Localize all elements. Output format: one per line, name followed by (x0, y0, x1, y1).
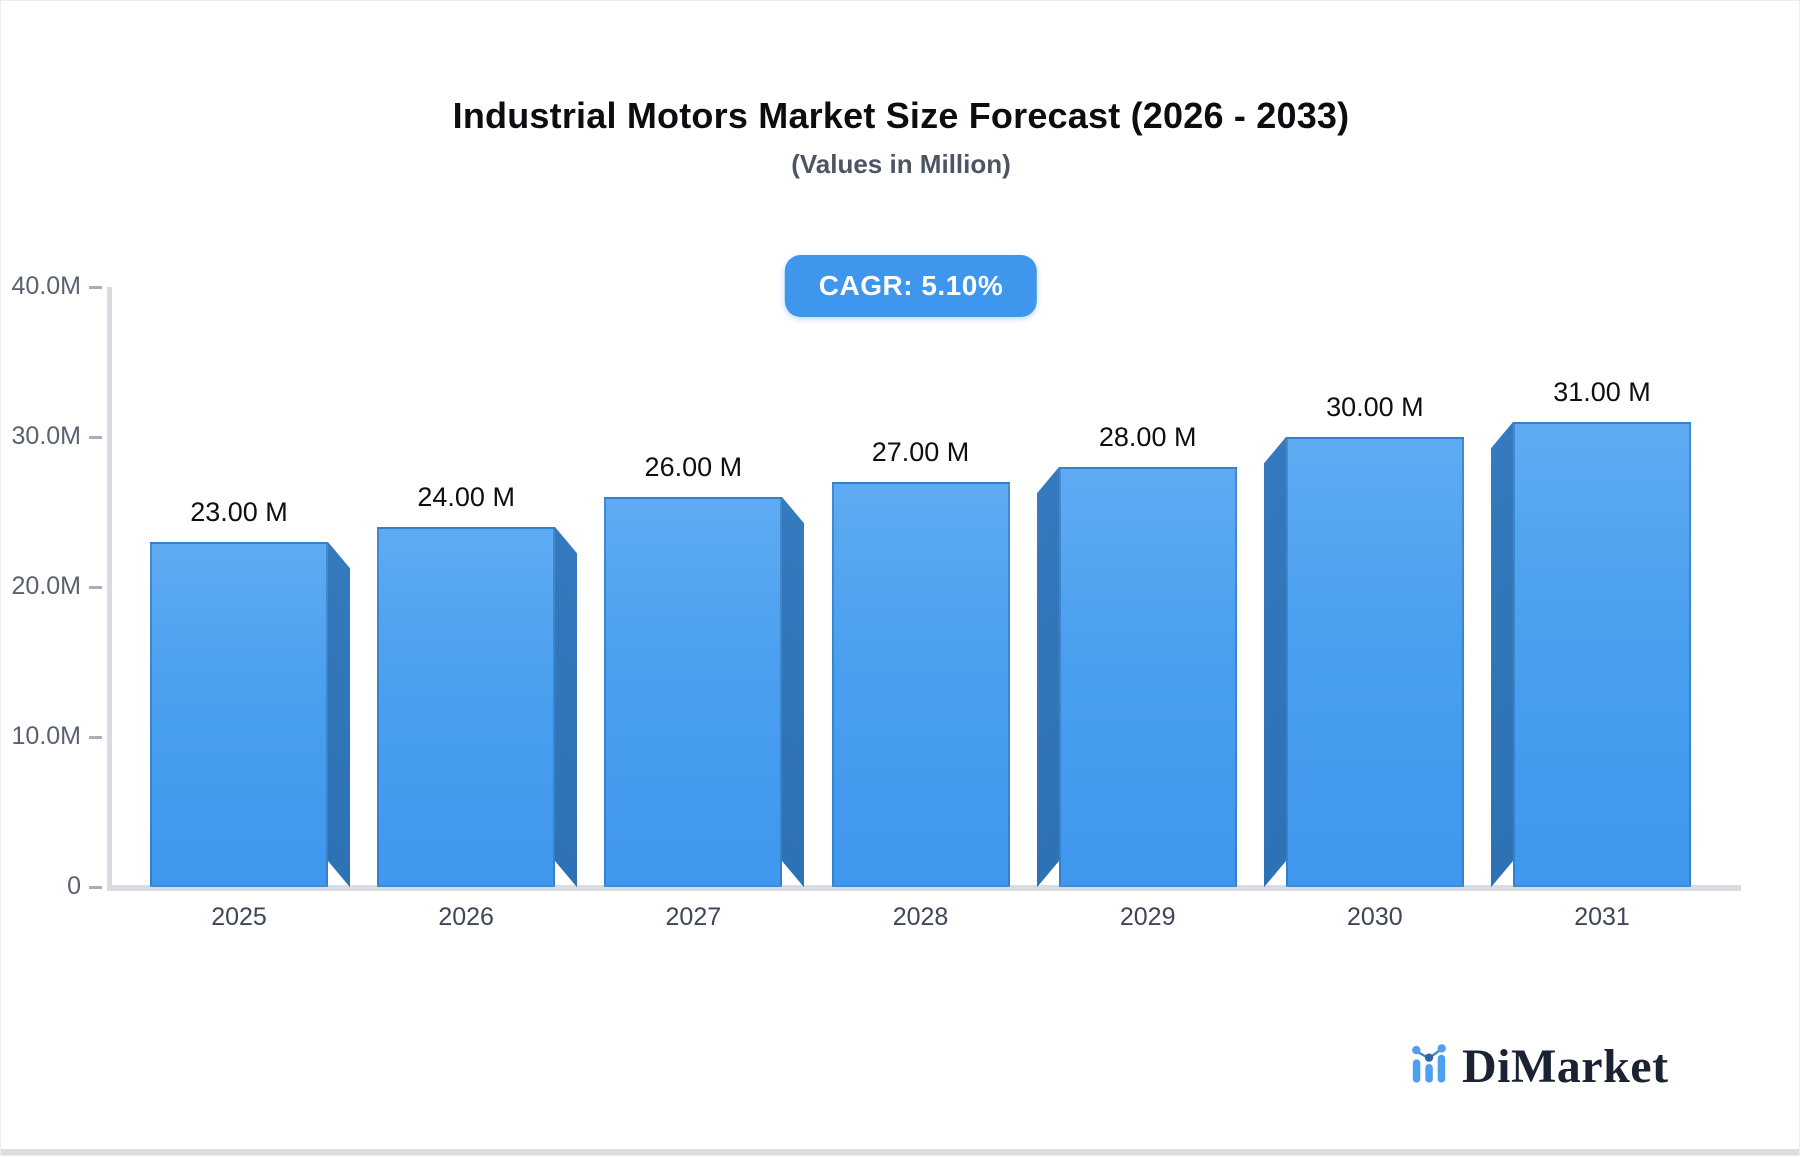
y-axis-line (107, 287, 112, 889)
x-tick-label-2030: 2030 (1347, 903, 1403, 931)
cagr-badge: CAGR: 5.10% (784, 255, 1038, 317)
y-tick-label: 10.0M (11, 722, 81, 750)
bar-value-label: 24.00 M (417, 482, 515, 512)
page-title: Industrial Motors Market Size Forecast (… (452, 95, 1350, 136)
x-tick-label-2028: 2028 (892, 903, 949, 931)
y-tick-label: 30.0M (11, 422, 81, 450)
bar-2027[interactable] (604, 497, 783, 887)
x-tick-label-2031: 2031 (1574, 903, 1630, 931)
bar-value-label: 31.00 M (1553, 377, 1651, 407)
bar-3d-side (1036, 467, 1059, 888)
y-tick-dash (89, 585, 102, 589)
y-tick-label: 0 (67, 872, 81, 900)
bar-3d-side (328, 542, 350, 888)
bar-3d-side (1491, 422, 1514, 888)
bar-3d-side (555, 527, 578, 888)
y-tick-label: 20.0M (11, 572, 81, 600)
bar-value-label: 27.00 M (871, 437, 970, 467)
bar-2028[interactable] (831, 482, 1010, 887)
chart-subtitle: (Values in Million) (791, 149, 1011, 179)
x-tick-label-2025: 2025 (211, 903, 267, 931)
bar-value-label: 30.00 M (1326, 392, 1424, 422)
y-tick-dash (89, 285, 102, 289)
bar-value-label: 28.00 M (1098, 422, 1197, 452)
logo-text: DiMarket (1462, 1040, 1669, 1093)
y-tick-label: 40.0M (11, 272, 81, 300)
bar-value-label: 23.00 M (190, 497, 288, 527)
x-tick-label-2029: 2029 (1119, 903, 1176, 931)
bar-line-chart-icon (1409, 1042, 1449, 1091)
bar-2025[interactable] (150, 542, 328, 887)
bar-2029[interactable] (1058, 467, 1237, 887)
bar-3d-side (1263, 437, 1286, 888)
bar-value-label: 26.00 M (644, 452, 743, 482)
bar-2030[interactable] (1285, 437, 1464, 887)
x-tick-label-2027: 2027 (665, 903, 722, 931)
bar-2026[interactable] (377, 527, 556, 887)
dimarket-logo: DiMarket (1409, 1039, 1669, 1094)
x-tick-label-2026: 2026 (438, 903, 494, 931)
bar-3d-side (782, 497, 805, 888)
y-tick-dash (89, 735, 102, 739)
bar-2031[interactable] (1513, 422, 1692, 887)
x-axis-line (107, 885, 1741, 891)
y-tick-dash (89, 885, 102, 889)
y-tick-dash (89, 435, 102, 439)
bottom-edge-strip (1, 1149, 1799, 1155)
